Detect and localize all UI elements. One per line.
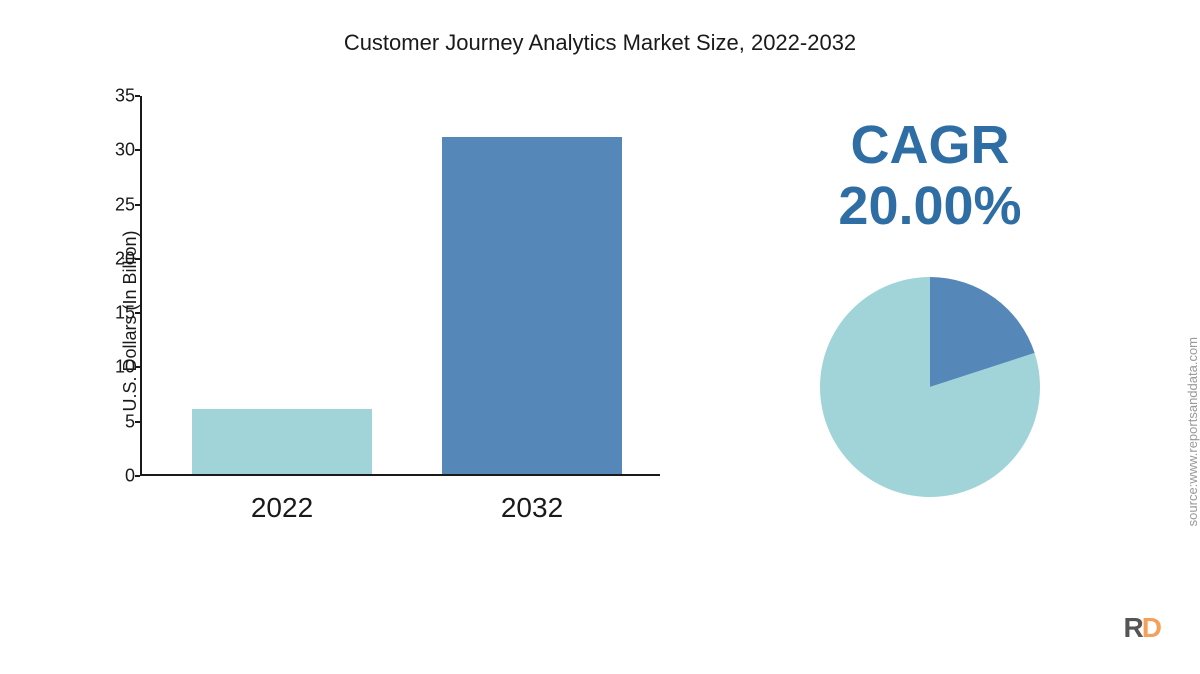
plot-area: 20222032 bbox=[140, 96, 660, 476]
y-tick-label: 30 bbox=[110, 140, 135, 161]
cagr-value: 20.00% bbox=[838, 175, 1021, 237]
y-tick-label: 0 bbox=[110, 466, 135, 487]
bar-chart: U.S. Dollars (In Billion) 05101520253035… bbox=[80, 96, 680, 546]
cagr-label: CAGR bbox=[851, 116, 1010, 175]
source-attribution: source:www.reportsanddata.com bbox=[1185, 337, 1200, 526]
logo-r: R bbox=[1124, 612, 1142, 643]
y-tick-label: 5 bbox=[110, 411, 135, 432]
y-tick-label: 10 bbox=[110, 357, 135, 378]
logo: RD bbox=[1124, 612, 1160, 644]
y-tick-label: 15 bbox=[110, 303, 135, 324]
bar bbox=[192, 409, 372, 474]
pie-svg bbox=[820, 277, 1040, 497]
logo-d: D bbox=[1142, 612, 1160, 643]
bar bbox=[442, 137, 622, 474]
y-tick-label: 25 bbox=[110, 194, 135, 215]
x-axis-label: 2022 bbox=[251, 492, 313, 524]
pie-chart bbox=[820, 277, 1040, 502]
x-axis-label: 2032 bbox=[501, 492, 563, 524]
chart-title: Customer Journey Analytics Market Size, … bbox=[0, 0, 1200, 56]
cagr-panel: CAGR 20.00% bbox=[680, 96, 1140, 546]
main-content: U.S. Dollars (In Billion) 05101520253035… bbox=[0, 56, 1200, 546]
y-tick-label: 35 bbox=[110, 86, 135, 107]
y-tick-label: 20 bbox=[110, 248, 135, 269]
